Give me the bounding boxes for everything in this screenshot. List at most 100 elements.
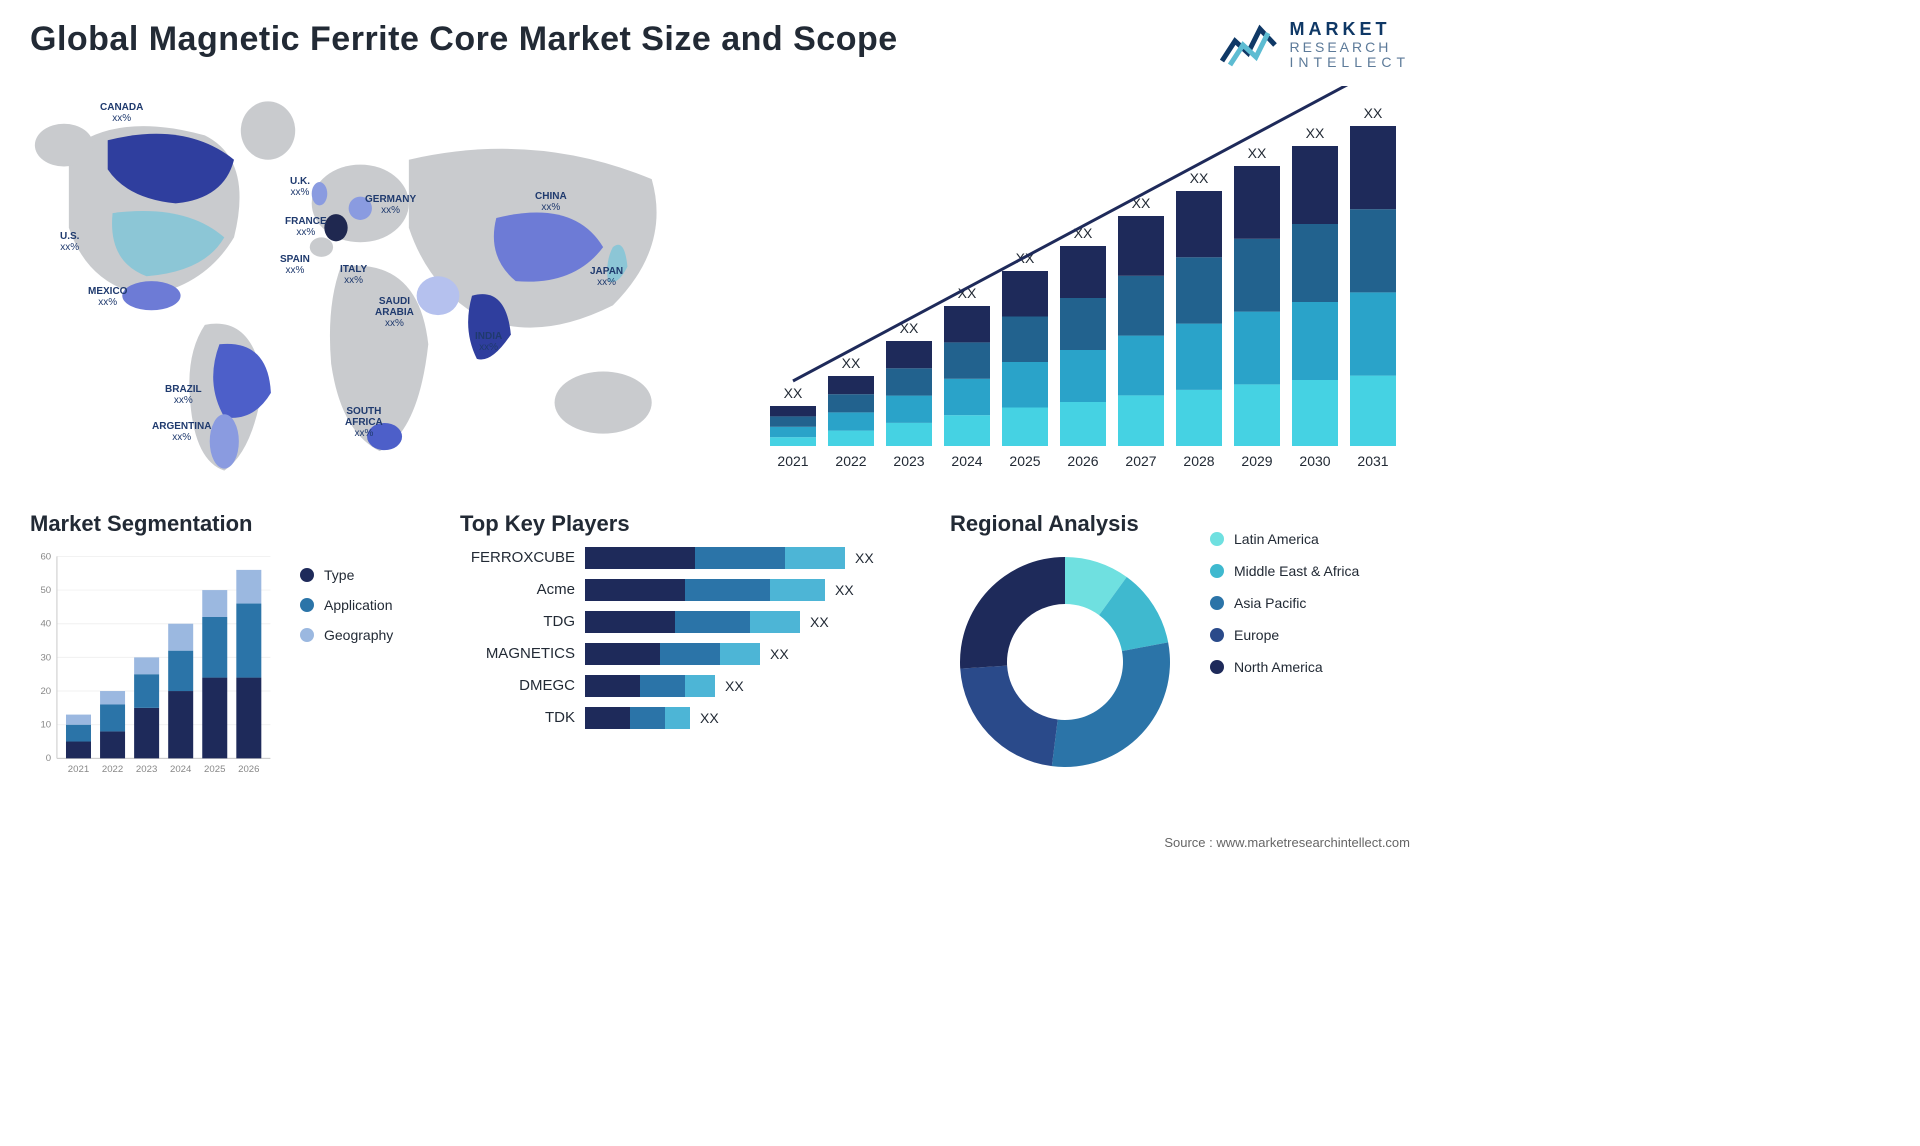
key-player-name: TDG	[460, 613, 575, 630]
svg-text:XX: XX	[1364, 105, 1383, 121]
key-player-bar	[585, 643, 760, 665]
key-player-row: MAGNETICS XX	[460, 643, 920, 665]
page-title: Global Magnetic Ferrite Core Market Size…	[30, 20, 898, 59]
svg-text:2021: 2021	[68, 763, 89, 774]
legend-swatch	[1210, 532, 1224, 546]
svg-text:XX: XX	[1248, 145, 1267, 161]
key-player-name: DMEGC	[460, 677, 575, 694]
legend-item: Middle East & Africa	[1210, 563, 1359, 579]
key-player-value: XX	[855, 550, 874, 566]
svg-text:2021: 2021	[777, 453, 808, 469]
svg-text:XX: XX	[1306, 125, 1325, 141]
svg-text:2023: 2023	[893, 453, 924, 469]
map-country-label: SPAINxx%	[280, 254, 310, 276]
svg-text:2022: 2022	[102, 763, 123, 774]
legend-swatch	[1210, 628, 1224, 642]
map-country-label: BRAZILxx%	[165, 384, 202, 406]
legend-swatch	[1210, 660, 1224, 674]
legend-swatch	[300, 568, 314, 582]
legend-item: Geography	[300, 627, 393, 643]
map-country-label: ITALYxx%	[340, 264, 367, 286]
key-player-bar	[585, 707, 690, 729]
svg-text:2024: 2024	[170, 763, 192, 774]
brand-logo: MARKET RESEARCH INTELLECT	[1220, 20, 1410, 71]
key-player-bar	[585, 579, 825, 601]
svg-text:2031: 2031	[1357, 453, 1388, 469]
legend-label: Europe	[1234, 627, 1279, 643]
map-country-label: U.S.xx%	[60, 231, 79, 253]
key-player-value: XX	[835, 582, 854, 598]
logo-text-3: INTELLECT	[1290, 55, 1410, 70]
segmentation-title: Market Segmentation	[30, 511, 430, 537]
legend-swatch	[1210, 564, 1224, 578]
legend-item: Latin America	[1210, 531, 1359, 547]
key-players-title: Top Key Players	[460, 511, 920, 537]
svg-text:2023: 2023	[136, 763, 157, 774]
segmentation-chart: 0 10 20 30 40 50 60 2021 2022 2023 2024 2025 2026	[30, 547, 280, 787]
legend-label: Middle East & Africa	[1234, 563, 1359, 579]
svg-text:2027: 2027	[1125, 453, 1156, 469]
svg-text:2022: 2022	[835, 453, 866, 469]
map-country-label: MEXICOxx%	[88, 286, 127, 308]
map-country-label: INDIAxx%	[475, 331, 502, 353]
legend-item: North America	[1210, 659, 1359, 675]
svg-text:2025: 2025	[1009, 453, 1040, 469]
regional-legend: Latin America Middle East & Africa Asia Pa…	[1210, 511, 1359, 811]
segmentation-legend: TypeApplicationGeography	[300, 547, 393, 787]
svg-text:2025: 2025	[204, 763, 225, 774]
svg-text:XX: XX	[1190, 170, 1209, 186]
bottom-row: Market Segmentation 0 10 20 30 40 50 60 2021 202…	[30, 511, 1410, 811]
map-country-label: U.K.xx%	[290, 176, 310, 198]
logo-icon	[1220, 21, 1280, 69]
svg-text:60: 60	[40, 551, 51, 562]
legend-label: Latin America	[1234, 531, 1319, 547]
key-player-row: TDKXX	[460, 707, 920, 729]
legend-swatch	[300, 628, 314, 642]
key-player-row: DMEGC XX	[460, 675, 920, 697]
svg-text:2026: 2026	[1067, 453, 1098, 469]
svg-text:50: 50	[40, 585, 51, 596]
regional-donut	[950, 547, 1180, 777]
svg-text:2030: 2030	[1299, 453, 1330, 469]
world-map-panel: CANADAxx%U.S.xx%MEXICOxx%BRAZILxx%ARGENT…	[30, 86, 710, 486]
key-player-value: XX	[770, 646, 789, 662]
key-player-bar	[585, 611, 800, 633]
source-attribution: Source : www.marketresearchintellect.com	[1164, 835, 1410, 850]
svg-text:20: 20	[40, 686, 51, 697]
logo-text-2: RESEARCH	[1290, 40, 1410, 55]
key-players-list: FERROXCUBE XX Acme XX TDG XX MAGNETICS XX DMEGC X…	[460, 547, 920, 729]
key-player-name: MAGNETICS	[460, 645, 575, 662]
key-player-name: FERROXCUBE	[460, 549, 575, 566]
key-player-bar	[585, 675, 715, 697]
key-player-row: FERROXCUBE XX	[460, 547, 920, 569]
header: Global Magnetic Ferrite Core Market Size…	[30, 20, 1410, 71]
svg-text:10: 10	[40, 719, 51, 730]
key-player-value: XX	[810, 614, 829, 630]
svg-text:2029: 2029	[1241, 453, 1272, 469]
legend-label: Asia Pacific	[1234, 595, 1306, 611]
key-player-name: Acme	[460, 581, 575, 598]
growth-bar-chart: XX2021XX2022XX2023XX2024XX2025XX2026XX20…	[750, 86, 1410, 486]
legend-label: Geography	[324, 627, 393, 643]
legend-label: North America	[1234, 659, 1323, 675]
key-player-row: TDG XX	[460, 611, 920, 633]
legend-item: Application	[300, 597, 393, 613]
svg-text:0: 0	[46, 753, 51, 764]
key-player-value: XX	[700, 710, 719, 726]
key-players-panel: Top Key Players FERROXCUBEXXAcmeXXTDGXXM…	[460, 511, 920, 811]
key-player-row: Acme XX	[460, 579, 920, 601]
svg-text:XX: XX	[784, 385, 803, 401]
svg-text:30: 30	[40, 652, 51, 663]
map-country-label: SAUDIARABIAxx%	[375, 296, 414, 329]
key-player-value: XX	[725, 678, 744, 694]
legend-item: Europe	[1210, 627, 1359, 643]
map-country-label: FRANCExx%	[285, 216, 327, 238]
key-player-bar	[585, 547, 845, 569]
svg-text:XX: XX	[842, 355, 861, 371]
segmentation-panel: Market Segmentation 0 10 20 30 40 50 60 2021 202…	[30, 511, 430, 811]
legend-label: Application	[324, 597, 393, 613]
map-country-label: CANADAxx%	[100, 102, 143, 124]
map-country-label: GERMANYxx%	[365, 194, 416, 216]
svg-text:40: 40	[40, 618, 51, 629]
svg-text:2026: 2026	[238, 763, 259, 774]
